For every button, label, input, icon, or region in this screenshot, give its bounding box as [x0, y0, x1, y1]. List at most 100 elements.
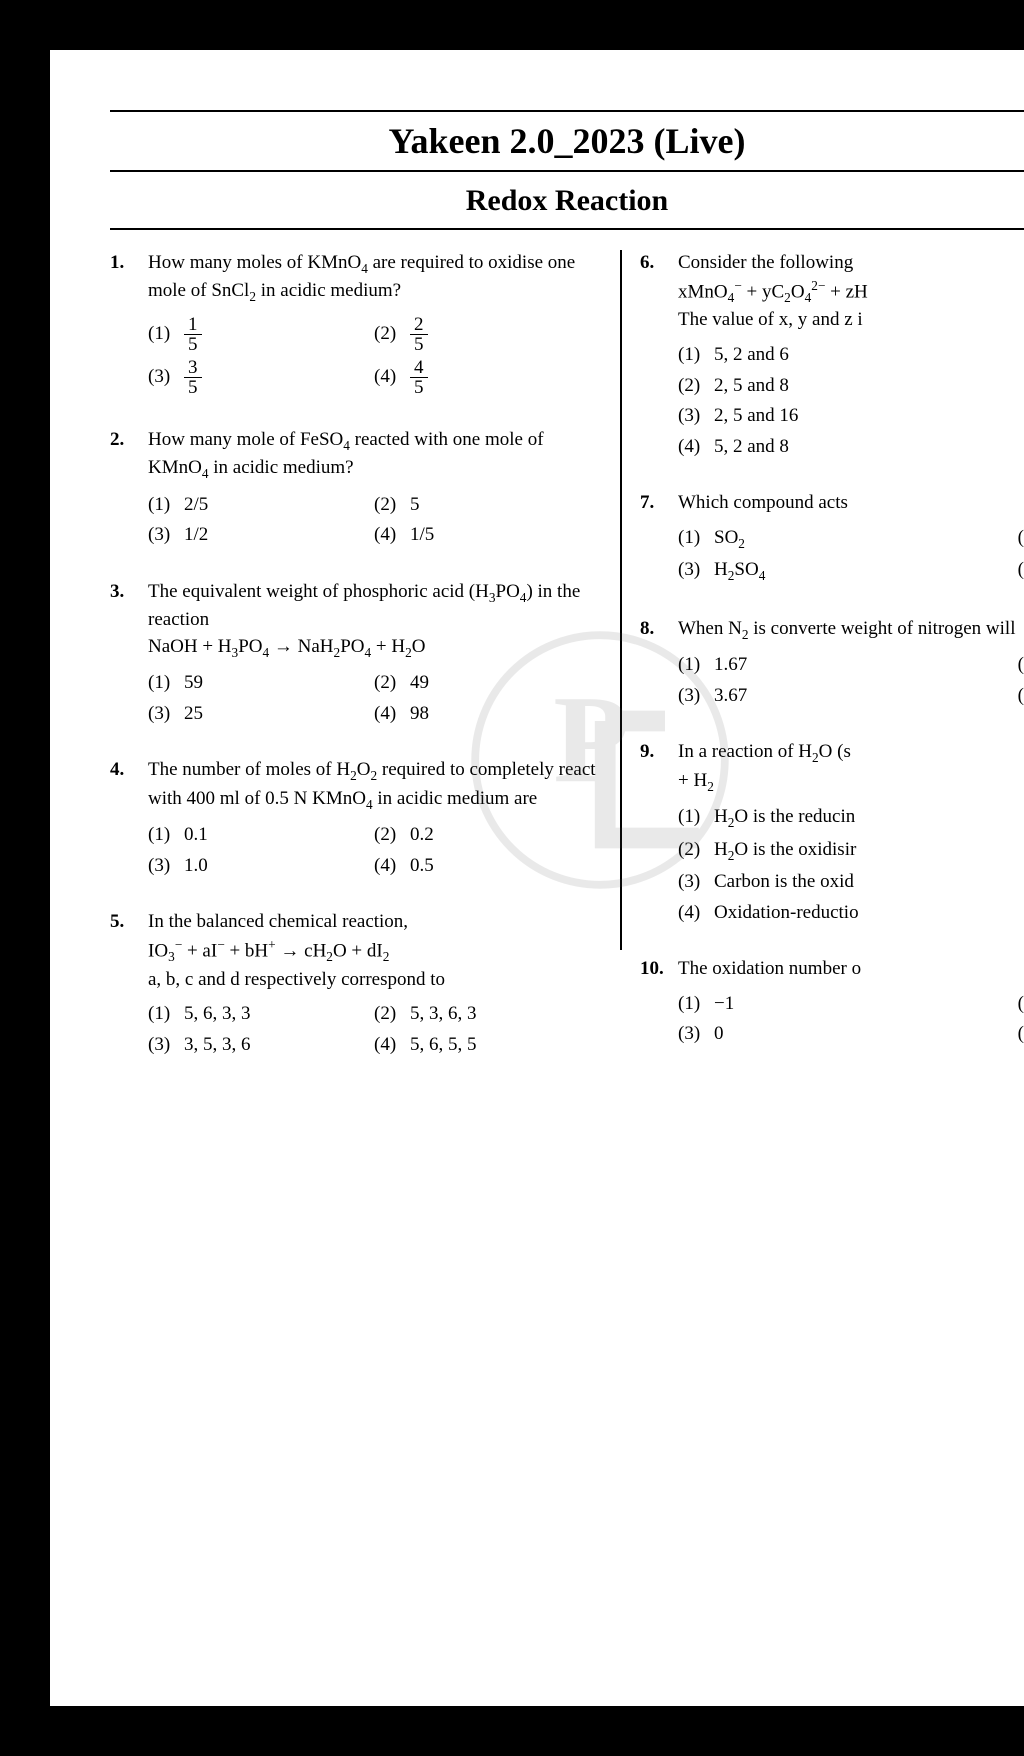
question-text: Which compound acts [678, 490, 1024, 517]
option-trail: ( [1018, 683, 1024, 710]
question-number: 7. [640, 490, 678, 589]
question-text: How many moles of KMnO4 are required to … [148, 250, 600, 307]
option-value: 35 [184, 358, 202, 397]
option: (3)1.0 [148, 853, 374, 880]
options: (1)SO2((3)H2SO4( [678, 525, 1024, 586]
option-number: (2) [678, 837, 714, 864]
option-value: 2, 5 and 16 [714, 403, 798, 430]
option-number: (4) [678, 434, 714, 461]
option-trail: ( [1018, 525, 1024, 553]
option: (3)3, 5, 3, 6 [148, 1032, 374, 1059]
option: (1)5, 6, 3, 3 [148, 1001, 374, 1028]
option-value: H2SO4 [714, 557, 765, 585]
option-number: (3) [678, 557, 714, 584]
option: (1)5, 2 and 6 [678, 342, 1024, 369]
question-text: The number of moles of H2O2 required to … [148, 757, 600, 814]
question-body: The number of moles of H2O2 required to … [148, 757, 600, 883]
option-value: 1.0 [184, 853, 208, 880]
option: (1)0.1 [148, 822, 374, 849]
option-value: Carbon is the oxid [714, 869, 854, 896]
option-row: (1)−1( [678, 991, 1024, 1018]
option-number: (1) [148, 321, 184, 348]
option-row: (3)3.67( [678, 683, 1024, 710]
question-text: How many mole of FeSO4 reacted with one … [148, 427, 600, 484]
question-text: In the balanced chemical reaction,IO3− +… [148, 909, 600, 993]
option-number: (3) [148, 364, 184, 391]
option-row: (3)2, 5 and 16 [678, 403, 1024, 430]
option: (3)25 [148, 701, 374, 728]
option-number: (2) [374, 1001, 410, 1028]
option-value: Oxidation-reductio [714, 900, 859, 927]
option-value: SO2 [714, 525, 745, 553]
question-body: Which compound acts (1)SO2((3)H2SO4( [678, 490, 1024, 589]
option-row: (2)H2O is the oxidisir [678, 837, 1024, 865]
options: (1)1.67((3)3.67( [678, 652, 1024, 709]
question-number: 9. [640, 739, 678, 930]
option-value: 3.67 [714, 683, 747, 710]
option-row: (1)15(2)25 [148, 315, 600, 354]
option-value: H2O is the oxidisir [714, 837, 856, 865]
option-value: 25 [410, 315, 428, 354]
question-body: When N2 is converte weight of nitrogen w… [678, 616, 1024, 714]
left-column: 1.How many moles of KMnO4 are required t… [110, 250, 620, 1089]
option-value: 3, 5, 3, 6 [184, 1032, 251, 1059]
option: (4)0.5 [374, 853, 600, 880]
option-row: (1)H2O is the reducin [678, 804, 1024, 832]
option-number: (1) [678, 342, 714, 369]
option-value: 0.5 [410, 853, 434, 880]
option: (2)0.2 [374, 822, 600, 849]
right-column: 6.Consider the followingxMnO4− + yC2O42−… [620, 250, 1024, 1089]
question: 3.The equivalent weight of phosphoric ac… [110, 579, 600, 732]
option: (3)0 [678, 1021, 1018, 1048]
option: (3)H2SO4 [678, 557, 1018, 585]
option: (1)H2O is the reducin [678, 804, 1024, 832]
question-text: The oxidation number o [678, 956, 1024, 983]
option-trail: ( [1018, 991, 1024, 1018]
options: (1)2/5(2)5(3)1/2(4)1/5 [148, 492, 600, 549]
options: (1)5, 2 and 6(2)2, 5 and 8(3)2, 5 and 16… [678, 342, 1024, 460]
option-value: 2/5 [184, 492, 208, 519]
option-number: (3) [148, 522, 184, 549]
question-body: The oxidation number o(1)−1((3)0( [678, 956, 1024, 1052]
page-title: Yakeen 2.0_2023 (Live) [110, 110, 1024, 172]
options: (1)0.1(2)0.2(3)1.0(4)0.5 [148, 822, 600, 879]
option-number: (2) [374, 492, 410, 519]
option: (1)15 [148, 315, 374, 354]
question: 4.The number of moles of H2O2 required t… [110, 757, 600, 883]
question-body: The equivalent weight of phosphoric acid… [148, 579, 600, 732]
option-value: 5, 6, 3, 3 [184, 1001, 251, 1028]
question: 9.In a reaction of H2O (s+ H2(1)H2O is t… [640, 739, 1024, 930]
option: (2)25 [374, 315, 600, 354]
option-number: (4) [374, 364, 410, 391]
option-value: 98 [410, 701, 429, 728]
option-value: H2O is the reducin [714, 804, 855, 832]
option: (3)35 [148, 358, 374, 397]
option-row: (1)2/5(2)5 [148, 492, 600, 519]
option-value: 59 [184, 670, 203, 697]
question: 2.How many mole of FeSO4 reacted with on… [110, 427, 600, 553]
option: (4)Oxidation-reductio [678, 900, 1024, 927]
option-number: (1) [148, 670, 184, 697]
option-trail: ( [1018, 652, 1024, 679]
option-value: 25 [184, 701, 203, 728]
options: (1)−1((3)0( [678, 991, 1024, 1048]
question-text: Consider the followingxMnO4− + yC2O42− +… [678, 250, 1024, 334]
option-number: (1) [678, 804, 714, 831]
option: (2)5 [374, 492, 600, 519]
option-value: 1/2 [184, 522, 208, 549]
option-number: (3) [148, 701, 184, 728]
option-row: (3)1/2(4)1/5 [148, 522, 600, 549]
option-number: (2) [678, 373, 714, 400]
option-number: (2) [374, 670, 410, 697]
question: 8.When N2 is converte weight of nitrogen… [640, 616, 1024, 714]
option-row: (1)5, 2 and 6 [678, 342, 1024, 369]
option-value: 49 [410, 670, 429, 697]
option: (4)5, 6, 5, 5 [374, 1032, 600, 1059]
option-number: (2) [374, 822, 410, 849]
option-number: (3) [678, 1021, 714, 1048]
option: (1)59 [148, 670, 374, 697]
option-row: (3)1.0(4)0.5 [148, 853, 600, 880]
option-value: 0 [714, 1021, 724, 1048]
option-number: (4) [374, 1032, 410, 1059]
option-number: (1) [148, 1001, 184, 1028]
